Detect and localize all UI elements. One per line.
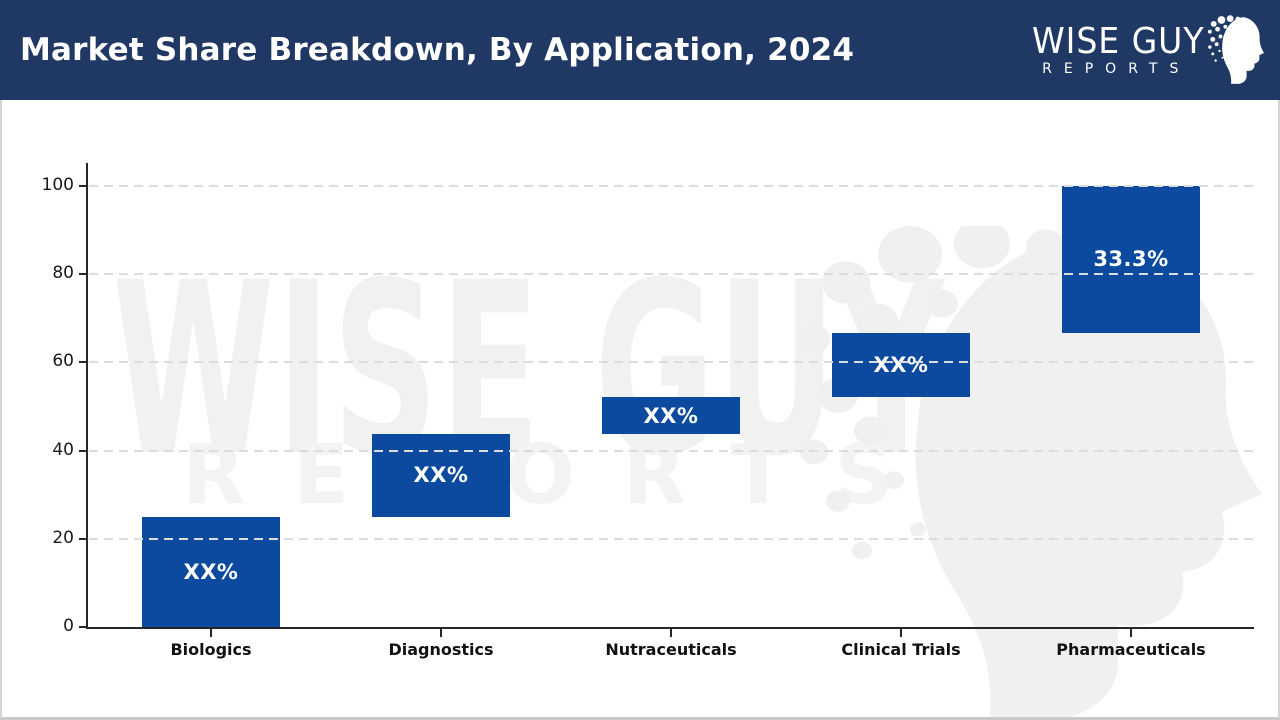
bar-value-label: 33.3% bbox=[1093, 247, 1169, 272]
x-tick-label-clinical-trials: Clinical Trials bbox=[841, 640, 961, 659]
bar-value-label: XX% bbox=[413, 463, 469, 488]
gridline-40 bbox=[89, 449, 1254, 452]
y-tick-label-40: 40 bbox=[52, 439, 74, 460]
brand-name: WISE GUY bbox=[1031, 21, 1204, 63]
x-axis-line bbox=[86, 627, 1254, 629]
y-tick-label-80: 80 bbox=[52, 263, 74, 284]
gridline-60 bbox=[89, 361, 1254, 364]
watermark-brand-subtitle: REPORTS bbox=[182, 428, 942, 523]
x-tick-mark-3 bbox=[670, 629, 672, 637]
brand-logo: WISE GUY REPORTS bbox=[1017, 8, 1264, 92]
x-tick-mark-5 bbox=[1130, 629, 1132, 637]
brand-subtitle: REPORTS bbox=[1042, 60, 1191, 77]
bar-value-label: XX% bbox=[873, 353, 929, 378]
y-tick-mark-20 bbox=[79, 537, 87, 540]
x-tick-label-biologics: Biologics bbox=[170, 640, 252, 659]
x-tick-mark-4 bbox=[900, 629, 902, 637]
bar-value-label: XX% bbox=[183, 559, 239, 584]
page-title: Market Share Breakdown, By Application, … bbox=[20, 32, 855, 68]
header-bar: Market Share Breakdown, By Application, … bbox=[0, 0, 1280, 100]
bar-diagnostics: XX% bbox=[372, 433, 510, 517]
y-tick-label-60: 60 bbox=[52, 351, 74, 372]
y-tick-mark-60 bbox=[79, 361, 87, 364]
bar-nutraceuticals: XX% bbox=[602, 397, 740, 434]
x-tick-label-nutraceuticals: Nutraceuticals bbox=[605, 640, 737, 659]
brand-wordmark: WISE GUY REPORTS bbox=[1017, 23, 1205, 77]
brand-head-icon bbox=[1207, 15, 1264, 84]
y-tick-mark-80 bbox=[79, 273, 87, 276]
gridline-100 bbox=[89, 185, 1254, 187]
gridline-20 bbox=[89, 537, 1254, 540]
x-tick-mark-1 bbox=[210, 629, 212, 637]
bar-pharmaceuticals: 33.3% bbox=[1062, 186, 1200, 333]
y-axis-line bbox=[86, 163, 88, 629]
x-tick-mark-2 bbox=[440, 629, 442, 637]
bar-clinical-trials: XX% bbox=[832, 332, 970, 398]
bar-value-label: XX% bbox=[643, 403, 699, 428]
y-tick-mark-40 bbox=[79, 449, 87, 452]
y-tick-mark-100 bbox=[79, 185, 87, 187]
y-tick-label-0: 0 bbox=[63, 616, 74, 636]
bar-biologics: XX% bbox=[142, 516, 280, 627]
x-tick-label-diagnostics: Diagnostics bbox=[388, 640, 494, 659]
y-tick-label-100: 100 bbox=[41, 175, 74, 195]
gridline-80 bbox=[89, 273, 1254, 276]
y-tick-mark-0 bbox=[79, 626, 87, 628]
y-tick-label-20: 20 bbox=[52, 527, 74, 548]
x-tick-label-pharmaceuticals: Pharmaceuticals bbox=[1056, 640, 1206, 659]
